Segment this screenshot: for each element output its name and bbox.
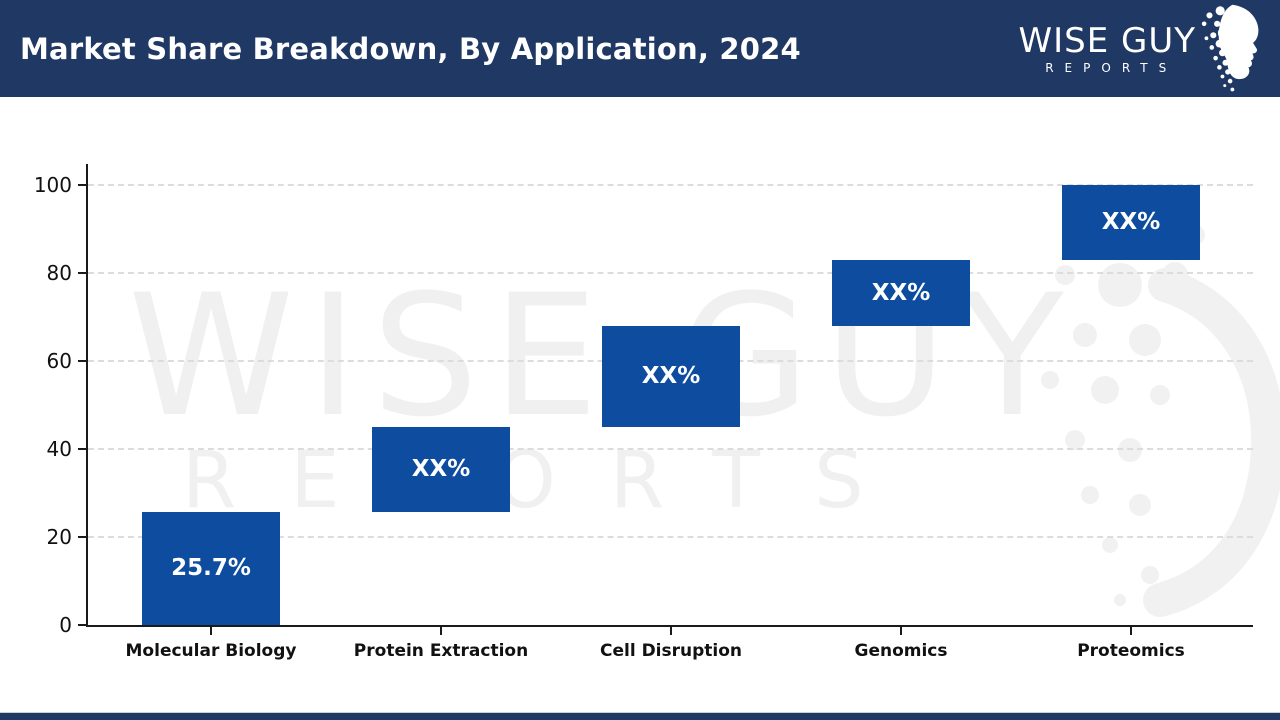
wise-guy-logo: WISE GUY REPORTS [1018,3,1266,95]
logo-text: WISE GUY REPORTS [1018,24,1196,74]
x-tick-label-4: Proteomics [1077,641,1185,661]
bar-value-label: XX% [411,456,471,483]
gridline-40 [88,448,1253,450]
watermark-reports: REPORTS [182,436,918,526]
y-tick-label-100: 100 [33,173,72,197]
y-tick-label-40: 40 [46,437,72,461]
y-tick-label-0: 0 [59,613,72,637]
footer-bar [0,712,1280,720]
x-tick-3 [900,627,902,635]
y-tick-100 [78,184,86,186]
y-tick-label-20: 20 [46,525,72,549]
bar-molecular-biology: 25.7% [142,511,280,625]
bar-value-label: XX% [871,279,931,306]
bar-value-label: XX% [641,363,701,390]
y-tick-60 [78,360,86,362]
bar-proteomics: XX% [1062,185,1200,260]
x-tick-4 [1130,627,1132,635]
y-tick-label-60: 60 [46,349,72,373]
x-tick-label-1: Protein Extraction [353,641,529,661]
page-title: Market Share Breakdown, By Application, … [20,31,801,66]
y-tick-label-80: 80 [46,261,72,285]
x-tick-1 [440,627,442,635]
y-tick-40 [78,448,86,450]
y-tick-80 [78,272,86,274]
y-tick-0 [78,624,86,626]
logo-head-icon [1201,4,1259,91]
gridline-80 [88,272,1253,274]
bar-genomics: XX% [832,259,970,326]
bar-cell-disruption: XX% [602,325,740,427]
x-tick-label-3: Genomics [854,641,948,661]
header-bar: Market Share Breakdown, By Application, … [0,0,1280,97]
x-tick-2 [670,627,672,635]
logo-wordmark: WISE GUY [1018,20,1196,61]
gridline-100 [88,184,1253,186]
y-tick-20 [78,536,86,538]
gridline-20 [88,536,1253,538]
x-axis [86,625,1253,627]
x-tick-label-0: Molecular Biology [125,641,297,661]
bar-protein-extraction: XX% [372,427,510,512]
bar-value-label: 25.7% [171,555,251,582]
y-axis [86,164,88,627]
x-tick-0 [210,627,212,635]
bar-value-label: XX% [1101,209,1161,236]
logo-subtitle: REPORTS [1045,60,1178,75]
x-tick-label-2: Cell Disruption [599,641,743,661]
